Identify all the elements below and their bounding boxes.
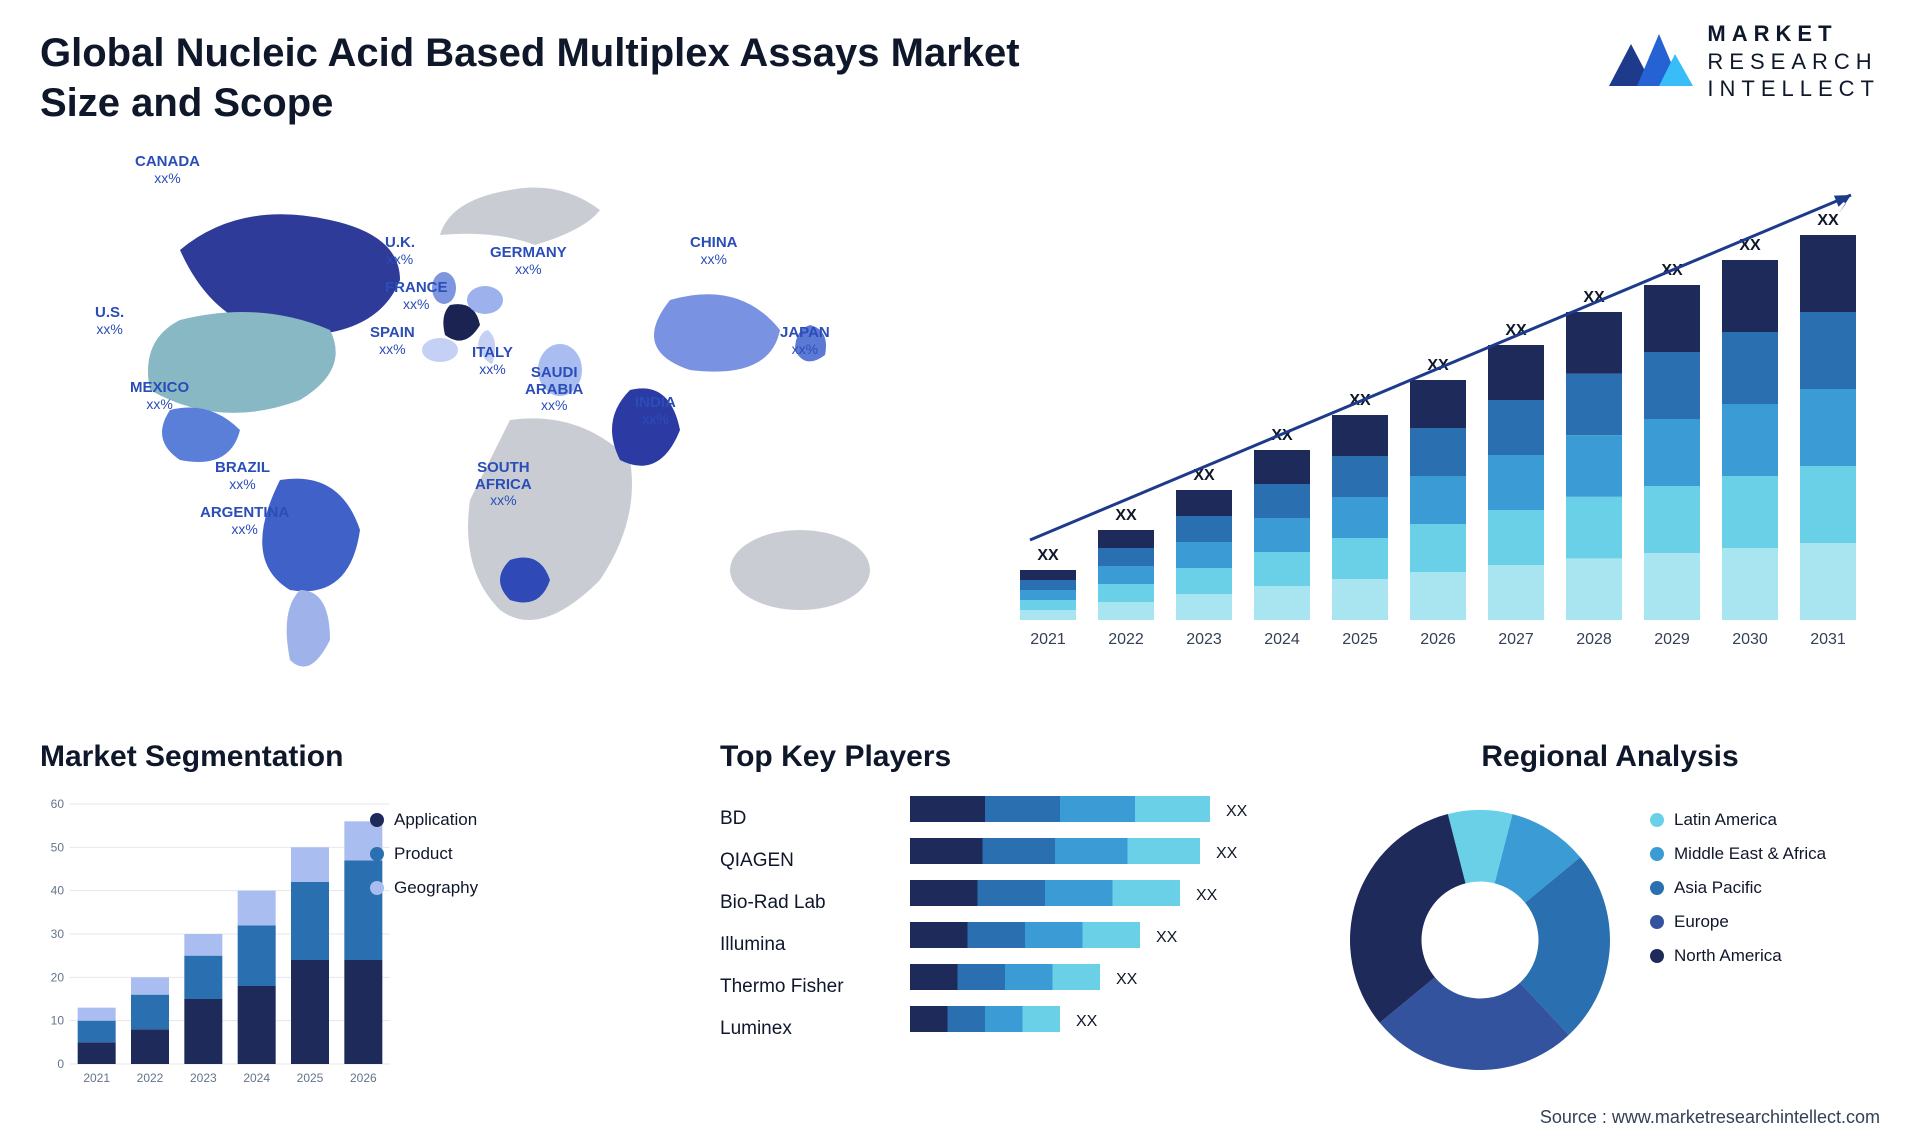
svg-text:30: 30 [51,927,65,941]
players-bars: XX XX XX XX XX XX [910,790,1310,1075]
svg-text:2027: 2027 [1498,631,1534,648]
svg-text:XX: XX [1076,1013,1098,1030]
legend-item: Middle East & Africa [1650,844,1826,864]
svg-text:XX: XX [1196,887,1218,904]
segmentation-legend: Application Product Geography [370,810,478,912]
svg-text:2029: 2029 [1654,631,1690,648]
map-label: U.K.xx% [385,235,415,267]
map-label: CHINAxx% [690,235,738,267]
svg-text:2021: 2021 [83,1071,110,1085]
map-label: INDIAxx% [635,395,676,427]
svg-text:10: 10 [51,1014,65,1028]
svg-text:XX: XX [1226,803,1248,820]
logo-text: MARKET RESEARCH INTELLECT [1707,20,1880,103]
map-label: GERMANYxx% [490,245,567,277]
legend-item: Europe [1650,912,1826,932]
svg-text:50: 50 [51,840,65,854]
legend-item: Application [370,810,478,830]
legend-item: Product [370,844,478,864]
map-label: ITALYxx% [472,345,513,377]
players-title: Top Key Players [720,740,1280,774]
map-label: SOUTHAFRICAxx% [475,460,532,508]
segmentation-title: Market Segmentation [40,740,600,774]
svg-text:XX: XX [1817,212,1839,229]
regional-donut [1330,790,1630,1090]
svg-text:40: 40 [51,884,65,898]
logo-mark-icon [1609,26,1693,96]
svg-text:XX: XX [1037,547,1059,564]
svg-text:2026: 2026 [350,1071,377,1085]
svg-text:XX: XX [1115,507,1137,524]
svg-text:2023: 2023 [1186,631,1222,648]
svg-text:2030: 2030 [1732,631,1768,648]
map-label: BRAZILxx% [215,460,270,492]
svg-text:2022: 2022 [137,1071,164,1085]
svg-text:2023: 2023 [190,1071,217,1085]
map-label: U.S.xx% [95,305,124,337]
logo-line3: INTELLECT [1707,75,1880,103]
svg-text:2024: 2024 [243,1071,270,1085]
svg-text:2022: 2022 [1108,631,1144,648]
logo-line1: MARKET [1707,20,1880,48]
svg-text:2026: 2026 [1420,631,1456,648]
segmentation-section: Market Segmentation 0 10 20 30 40 50 60 2021 202… [40,740,600,1094]
svg-text:2025: 2025 [1342,631,1378,648]
growth-chart: 2021XX2022XX2023XX2024XX2025XX2026XX2027… [1000,160,1880,680]
svg-text:2025: 2025 [297,1071,324,1085]
map-label: CANADAxx% [135,154,200,186]
legend-item: Latin America [1650,810,1826,830]
svg-text:XX: XX [1116,971,1138,988]
regional-section: Regional Analysis [1340,740,1880,774]
map-label: SAUDIARABIAxx% [525,365,583,413]
map-label: ARGENTINAxx% [200,505,289,537]
page-title: Global Nucleic Acid Based Multiplex Assa… [40,28,1020,128]
regional-title: Regional Analysis [1340,740,1880,774]
brand-logo: MARKET RESEARCH INTELLECT [1609,20,1880,103]
logo-line2: RESEARCH [1707,48,1880,76]
map-label: FRANCExx% [385,280,448,312]
world-map: CANADAxx% U.S.xx% MEXICOxx% BRAZILxx% ARGENT… [40,150,940,710]
svg-text:60: 60 [51,797,65,811]
legend-item: Geography [370,878,478,898]
svg-text:2028: 2028 [1576,631,1612,648]
segmentation-chart: 0 10 20 30 40 50 60 2021 2022 2023 2024 2025 2026 [40,794,600,1094]
svg-text:XX: XX [1216,845,1238,862]
world-map-svg [40,150,940,710]
svg-text:2024: 2024 [1264,631,1300,648]
map-label: JAPANxx% [780,325,830,357]
svg-text:2021: 2021 [1030,631,1066,648]
legend-item: Asia Pacific [1650,878,1826,898]
svg-text:XX: XX [1156,929,1178,946]
source-text: Source : www.marketresearchintellect.com [1540,1107,1880,1128]
regional-legend: Latin America Middle East & Africa Asia Pa… [1650,810,1826,980]
svg-text:2031: 2031 [1810,631,1846,648]
map-label: MEXICOxx% [130,380,189,412]
legend-item: North America [1650,946,1826,966]
svg-text:20: 20 [51,970,65,984]
svg-text:0: 0 [57,1057,64,1071]
map-label: SPAINxx% [370,325,415,357]
